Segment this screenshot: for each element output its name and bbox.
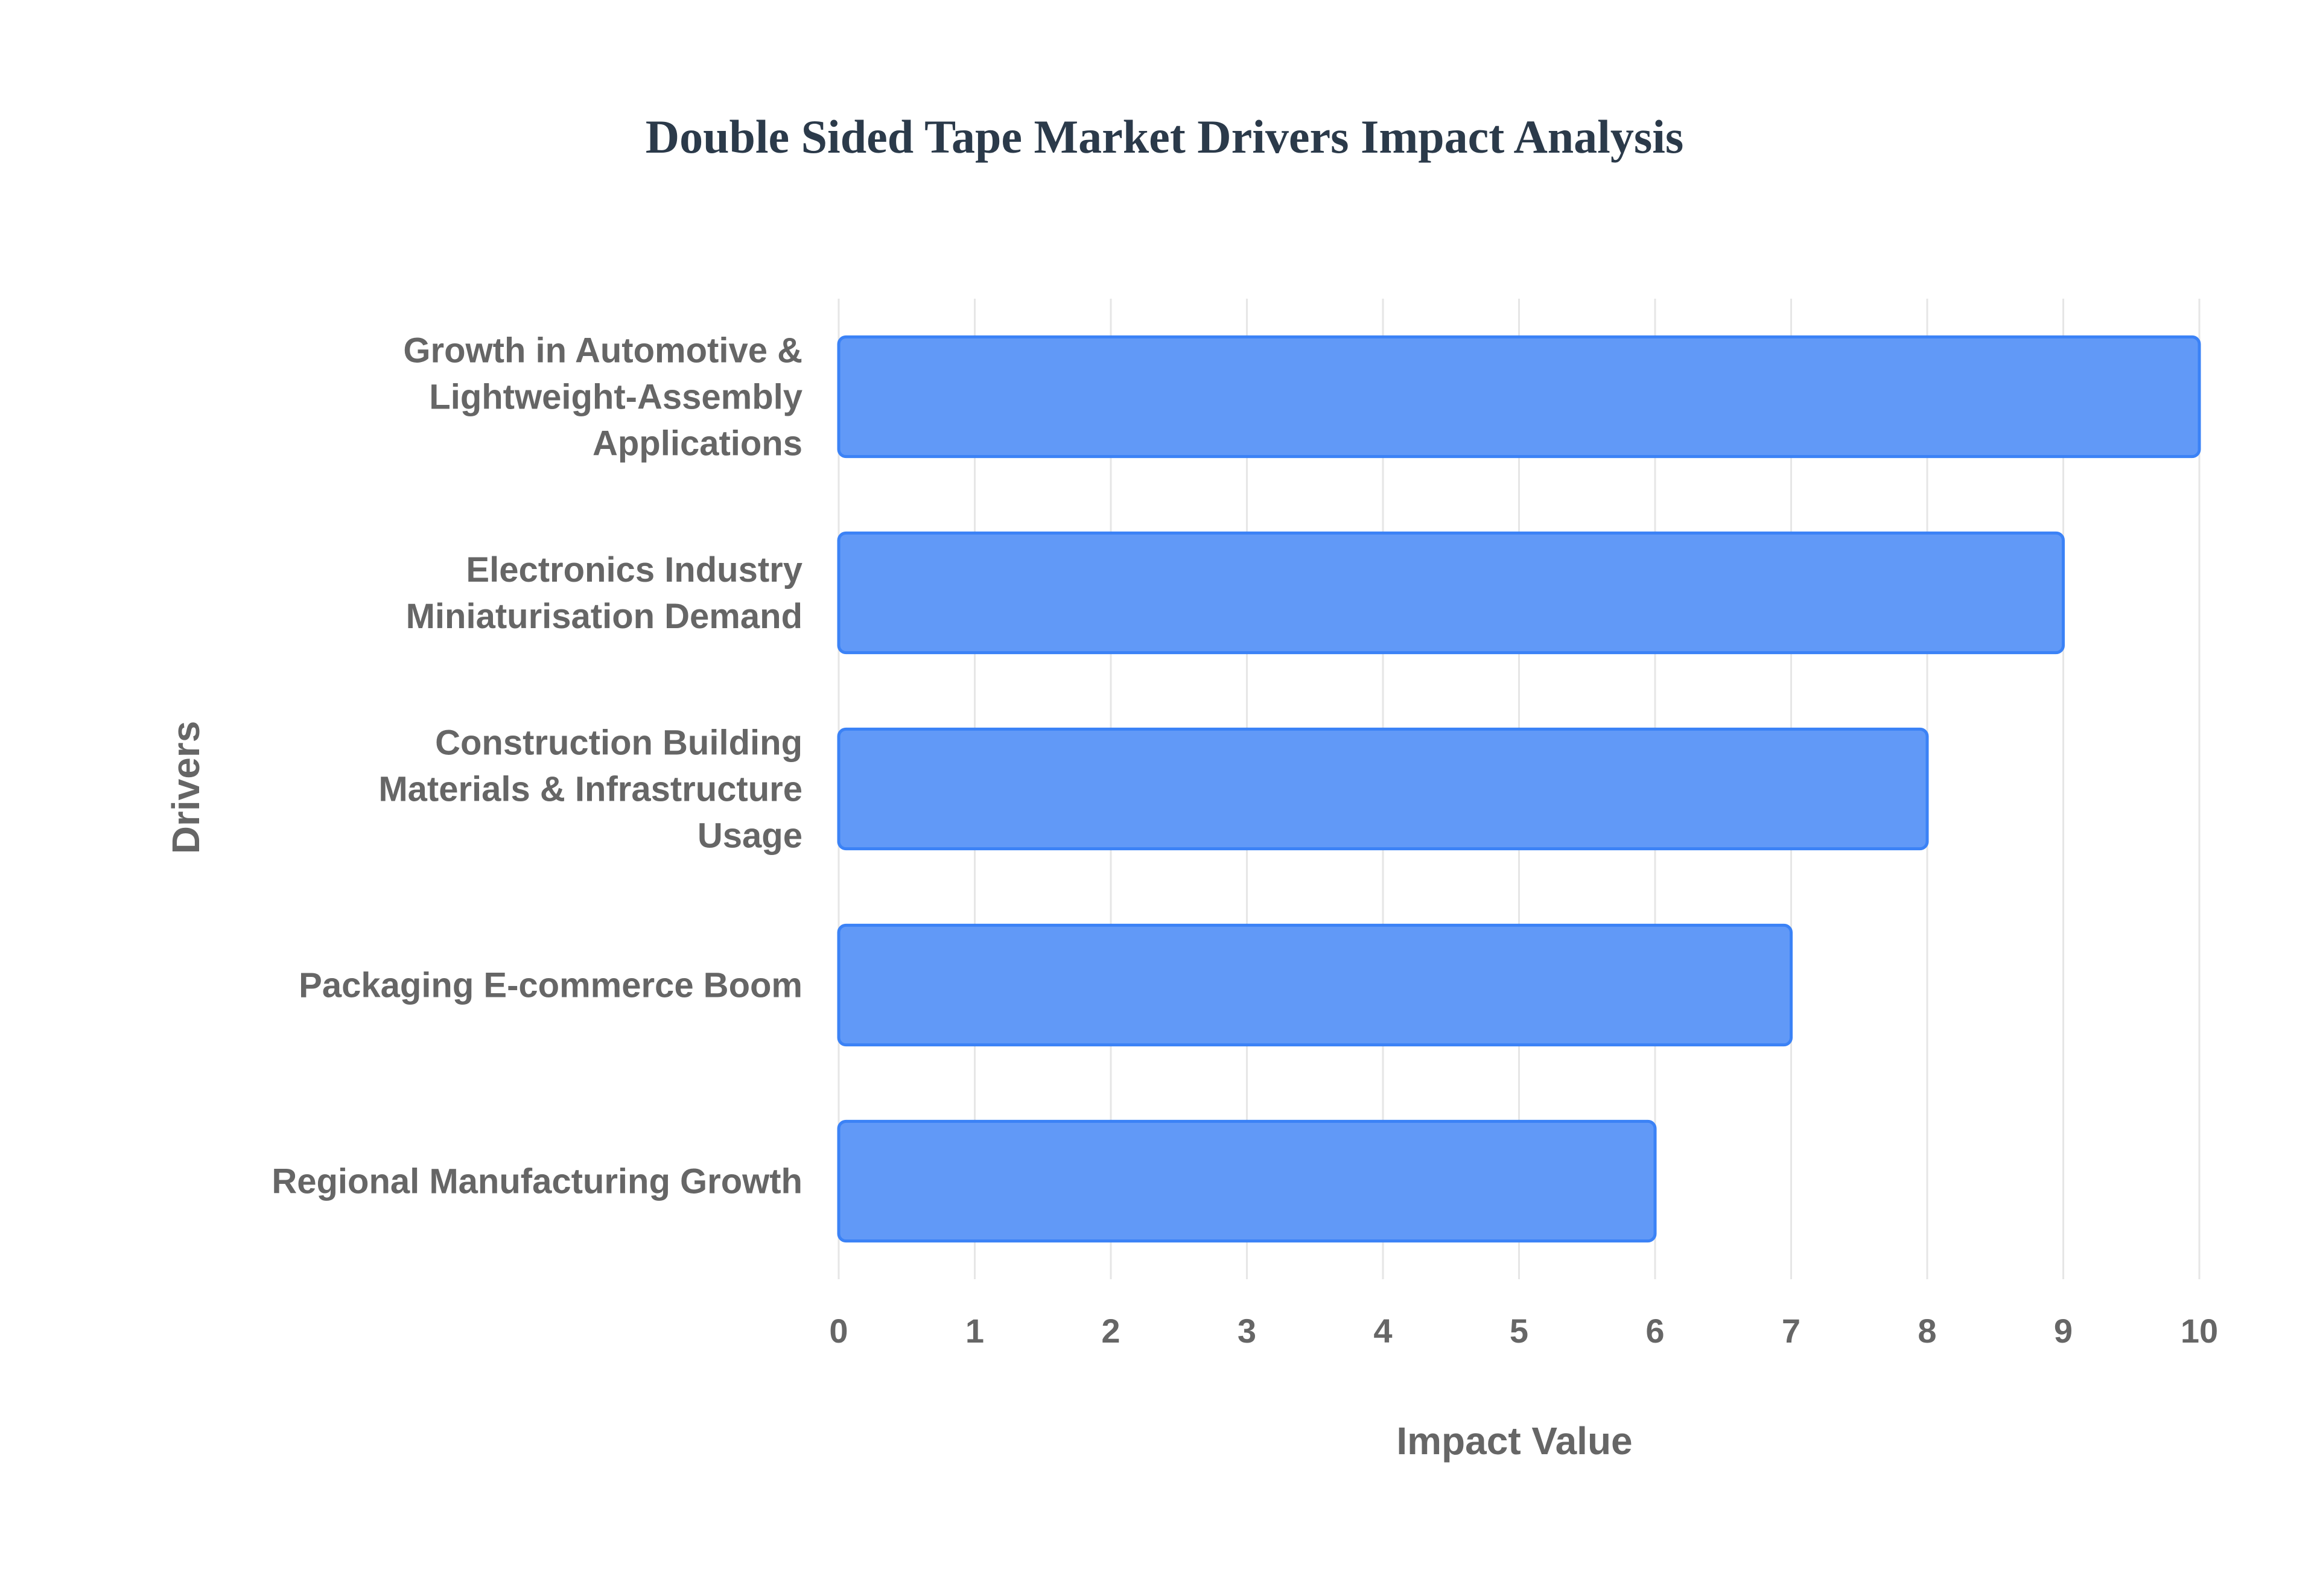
bar-4 xyxy=(837,923,1793,1047)
bar-1 xyxy=(837,335,2201,459)
category-label-line: Miniaturisation Demand xyxy=(406,597,803,636)
y-axis-title: Drivers xyxy=(164,721,208,854)
x-tick-label-7: 7 xyxy=(1782,1312,1801,1350)
category-label-line: Growth in Automotive & xyxy=(403,331,803,370)
bar-5 xyxy=(837,1119,1657,1243)
category-label-4: Packaging E-commerce Boom xyxy=(299,966,803,1005)
category-label-line: Electronics Industry xyxy=(466,550,803,590)
x-tick-label-0: 0 xyxy=(829,1312,848,1350)
x-tick-label-6: 6 xyxy=(1645,1312,1664,1350)
x-axis-title: Impact Value xyxy=(1396,1419,1632,1463)
x-tick-label-9: 9 xyxy=(2054,1312,2073,1350)
category-label-line: Packaging E-commerce Boom xyxy=(299,966,803,1005)
x-tick-label-2: 2 xyxy=(1101,1312,1120,1350)
bar-3 xyxy=(837,727,1929,851)
category-label-line: Lightweight-Assembly xyxy=(429,378,803,417)
x-tick-label-8: 8 xyxy=(1918,1312,1936,1350)
x-tick-label-3: 3 xyxy=(1238,1312,1256,1350)
category-label-line: Regional Manufacturing Growth xyxy=(272,1162,803,1201)
x-axis-ticks: 0 1 2 3 4 5 6 7 8 9 10 xyxy=(829,1312,2218,1350)
category-label-1: Growth in Automotive & Lightweight-Assemb… xyxy=(403,331,803,463)
x-tick-label-5: 5 xyxy=(1510,1312,1528,1350)
category-label-5: Regional Manufacturing Growth xyxy=(272,1162,803,1201)
category-label-line: Construction Building xyxy=(435,723,803,763)
x-tick-label-10: 10 xyxy=(2181,1312,2218,1350)
x-tick-label-4: 4 xyxy=(1373,1312,1392,1350)
category-label-2: Electronics Industry Miniaturisation Dema… xyxy=(406,550,803,636)
category-label-3: Construction Building Materials & Infrast… xyxy=(378,723,803,856)
category-label-line: Applications xyxy=(593,424,803,463)
category-label-line: Materials & Infrastructure xyxy=(378,770,803,809)
chart-title: Double Sided Tape Market Drivers Impact … xyxy=(646,110,1683,163)
category-label-line: Usage xyxy=(698,816,803,856)
bars xyxy=(837,335,2201,1243)
bar-2 xyxy=(837,531,2065,655)
x-tick-label-1: 1 xyxy=(965,1312,984,1350)
y-axis-categories: Growth in Automotive & Lightweight-Assemb… xyxy=(272,331,803,1201)
